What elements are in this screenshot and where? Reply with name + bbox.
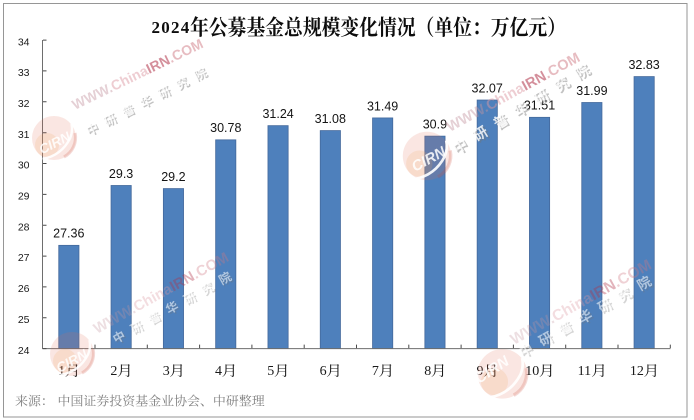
svg-text:28: 28 — [18, 221, 30, 233]
svg-text:31.99: 31.99 — [576, 84, 607, 98]
svg-text:32: 32 — [18, 98, 30, 110]
svg-text:2024: 2024 — [152, 18, 191, 37]
svg-text:29.3: 29.3 — [109, 167, 133, 181]
svg-text:7: 7 — [372, 364, 379, 379]
svg-text:11: 11 — [578, 364, 591, 379]
svg-text:32.83: 32.83 — [628, 58, 659, 72]
svg-text:3: 3 — [163, 364, 170, 379]
svg-text:31: 31 — [18, 129, 30, 141]
svg-text:30.9: 30.9 — [423, 118, 447, 132]
svg-text:30: 30 — [18, 160, 30, 172]
svg-text:30.78: 30.78 — [210, 121, 241, 135]
svg-text:33: 33 — [18, 67, 30, 79]
svg-text:4: 4 — [215, 364, 222, 379]
svg-text:31.08: 31.08 — [315, 112, 346, 126]
svg-text:29.2: 29.2 — [161, 170, 185, 184]
svg-text:27: 27 — [18, 252, 30, 264]
svg-text:25: 25 — [18, 314, 30, 326]
svg-text:32.07: 32.07 — [472, 81, 503, 95]
svg-text:10: 10 — [525, 364, 539, 379]
svg-text:8: 8 — [424, 364, 431, 379]
svg-text:24: 24 — [18, 345, 30, 357]
svg-text:12: 12 — [630, 364, 644, 379]
svg-text:29: 29 — [18, 191, 30, 203]
svg-text:2: 2 — [110, 364, 117, 379]
svg-text:34: 34 — [18, 36, 30, 48]
svg-text:27.36: 27.36 — [53, 227, 84, 241]
svg-text:6: 6 — [320, 364, 327, 379]
svg-text:26: 26 — [18, 283, 30, 295]
svg-text:31.24: 31.24 — [262, 107, 293, 121]
svg-text:31.51: 31.51 — [524, 99, 555, 113]
svg-text:5: 5 — [267, 364, 274, 379]
svg-text:31.49: 31.49 — [367, 99, 398, 113]
